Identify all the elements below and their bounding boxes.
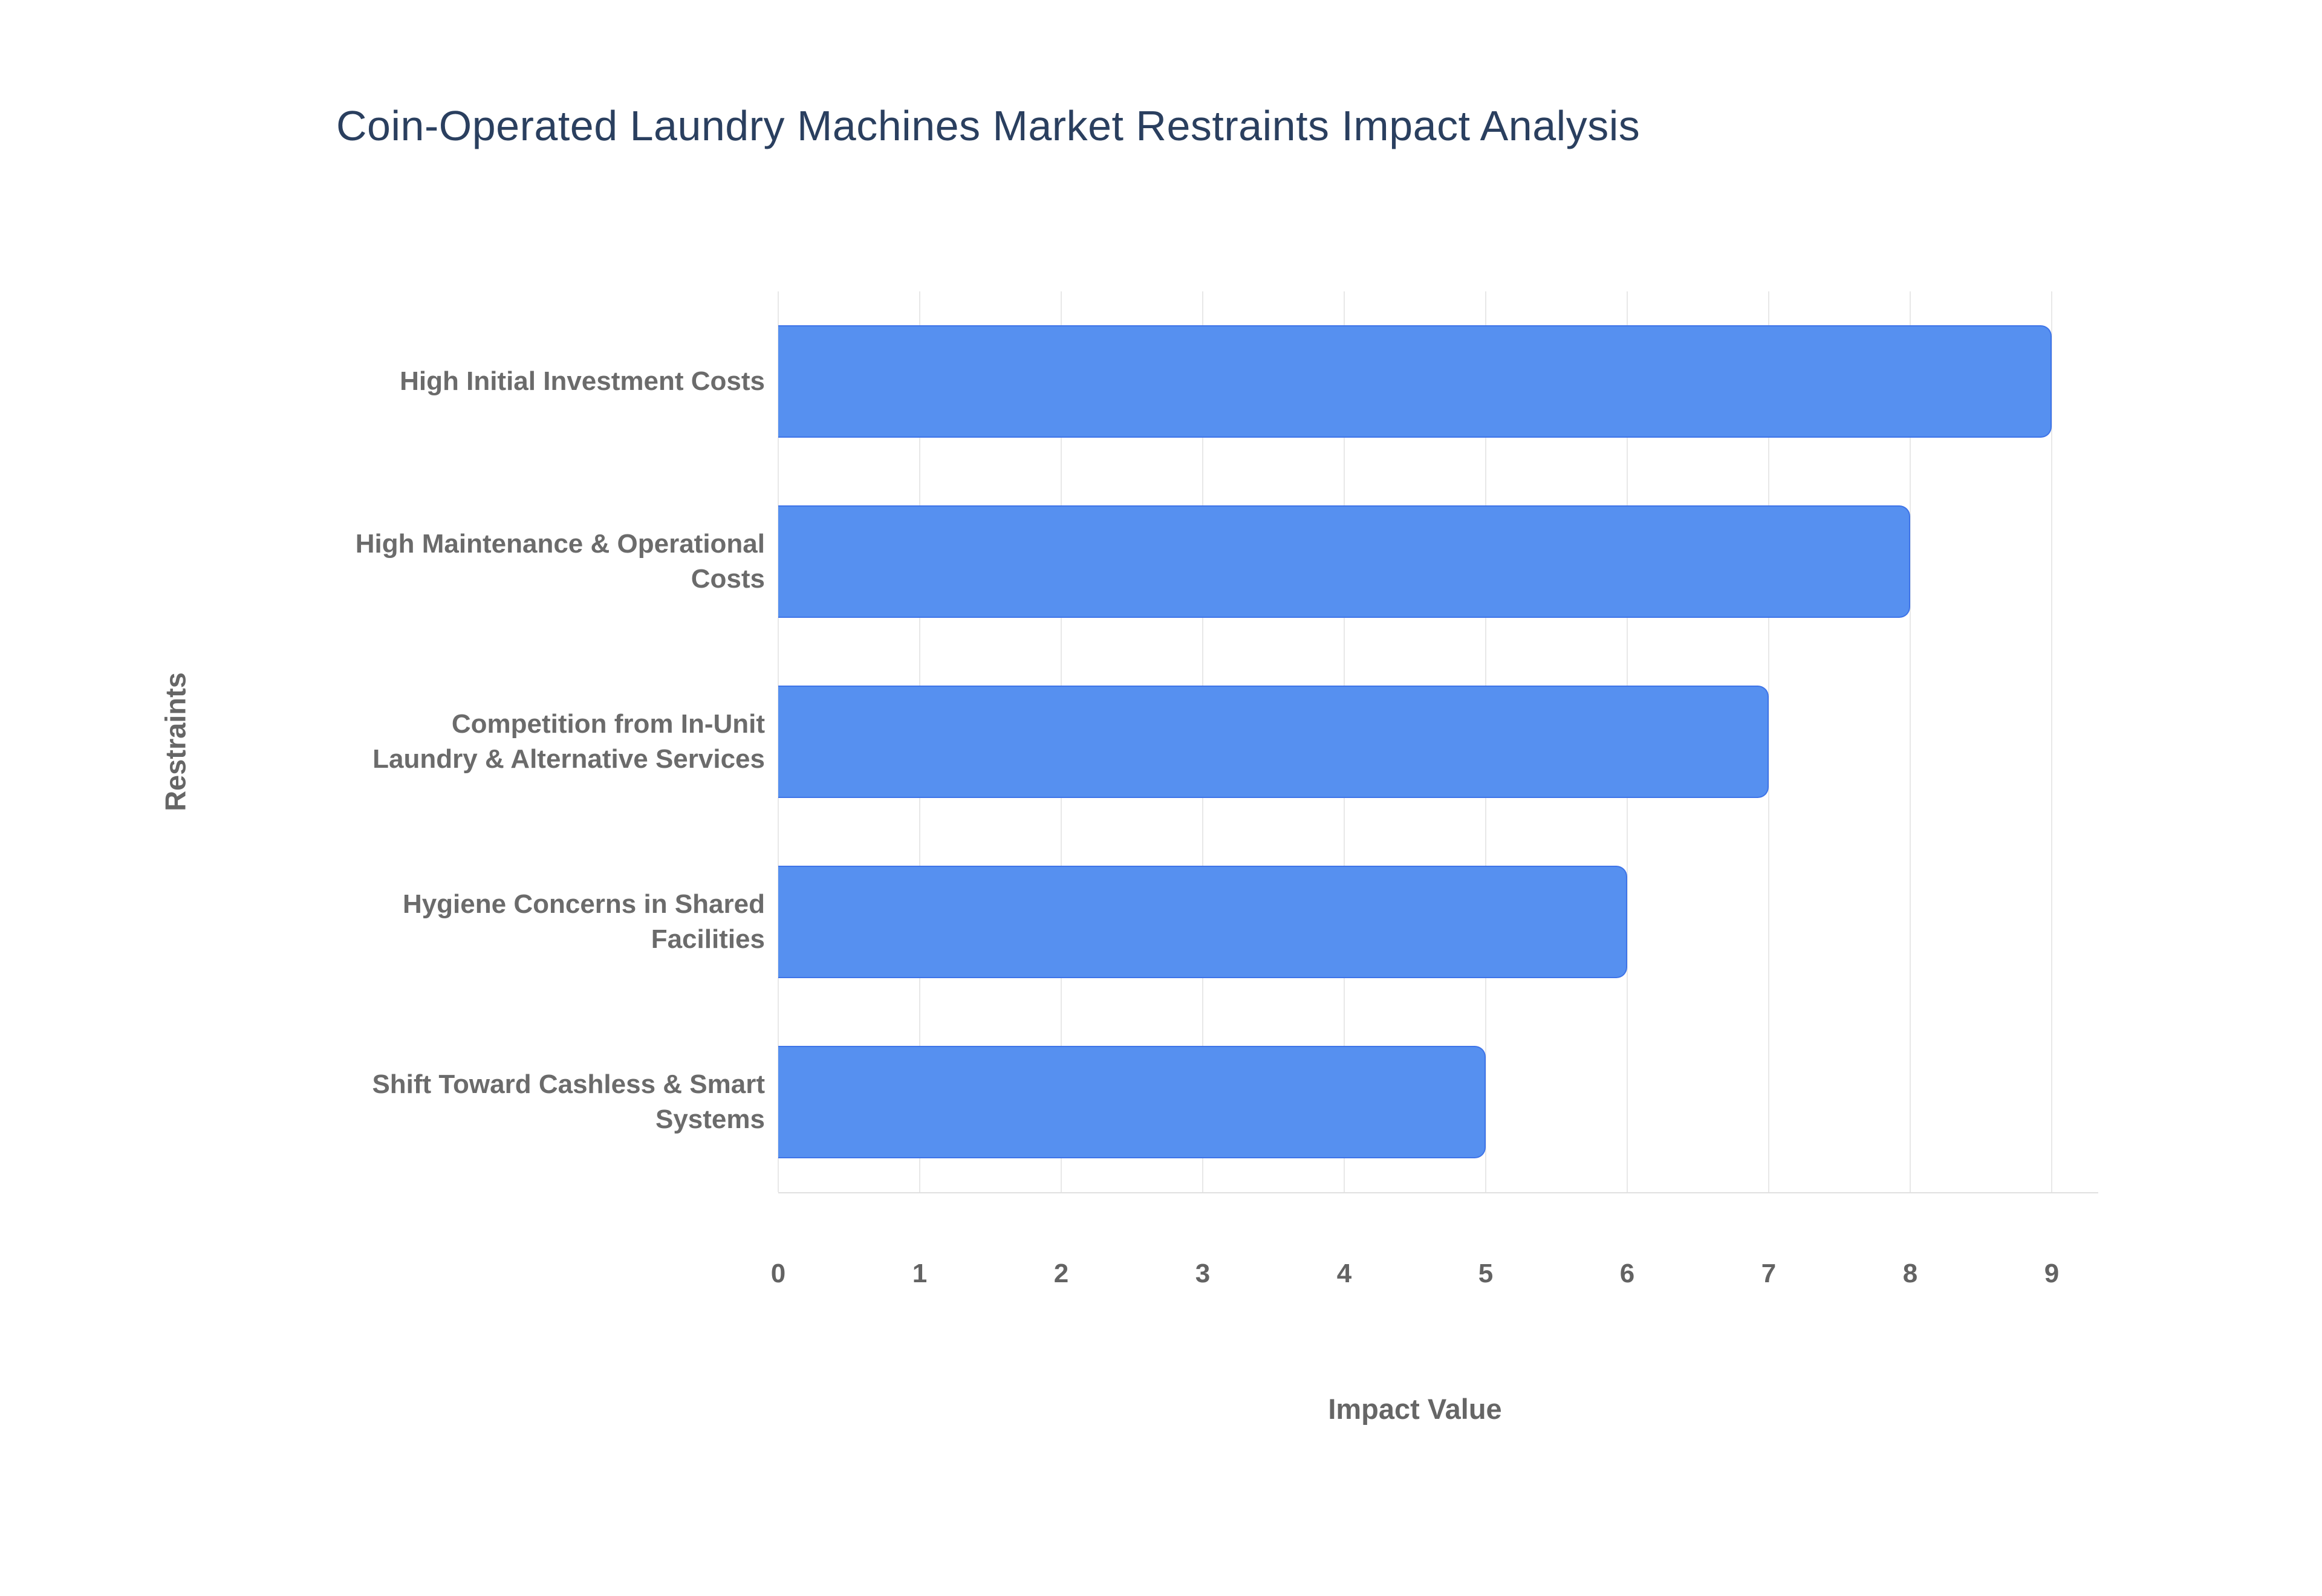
- x-tick-label-8: 8: [1902, 1259, 1918, 1288]
- bar-2: [778, 505, 1910, 618]
- gridline-x-8: [1910, 291, 1911, 1192]
- category-label-1: High Initial Investment Costs: [400, 366, 765, 396]
- bar-1: [778, 325, 2052, 438]
- x-axis-line: [778, 1192, 2098, 1193]
- category-label-5: Shift Toward Cashless & Smart Systems: [372, 1069, 765, 1134]
- x-tick-label-6: 6: [1619, 1259, 1635, 1288]
- x-tick-label-9: 9: [2044, 1259, 2060, 1288]
- x-tick-label-0: 0: [770, 1259, 786, 1288]
- x-tick-label-4: 4: [1336, 1259, 1352, 1288]
- x-tick-label-1: 1: [912, 1259, 928, 1288]
- chart-title: Coin-Operated Laundry Machines Market Re…: [336, 102, 1641, 149]
- x-tick-label-7: 7: [1761, 1259, 1777, 1288]
- plot-area: [778, 291, 2098, 1193]
- gridline-x-7: [1768, 291, 1769, 1192]
- gridline-x-9: [2051, 291, 2052, 1192]
- category-label-4: Hygiene Concerns in Shared Facilities: [402, 889, 765, 954]
- x-tick-label-3: 3: [1195, 1259, 1211, 1288]
- bar-5: [778, 1046, 1486, 1158]
- category-label-2: High Maintenance & Operational Costs: [355, 528, 765, 594]
- x-tick-label-5: 5: [1478, 1259, 1494, 1288]
- x-axis-title: Impact Value: [1328, 1393, 1502, 1425]
- x-tick-label-2: 2: [1053, 1259, 1069, 1288]
- y-axis-title: Restraints: [159, 672, 192, 811]
- category-label-3: Competition from In-Unit Laundry & Altern…: [372, 709, 765, 774]
- bar-4: [778, 866, 1627, 978]
- bar-3: [778, 686, 1769, 798]
